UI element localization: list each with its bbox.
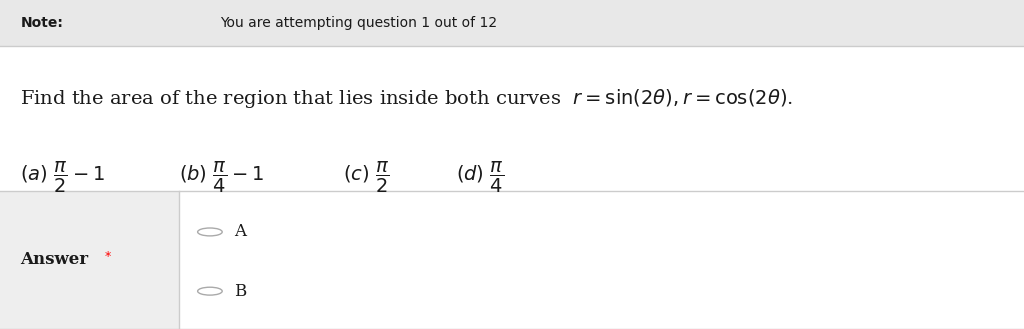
Text: A: A xyxy=(234,223,247,240)
Circle shape xyxy=(198,287,222,295)
Text: *: * xyxy=(104,250,111,263)
Text: Note:: Note: xyxy=(20,16,63,30)
Text: $(a)\ \dfrac{\pi}{2}-1$: $(a)\ \dfrac{\pi}{2}-1$ xyxy=(20,160,105,195)
Text: $(d)\ \dfrac{\pi}{4}$: $(d)\ \dfrac{\pi}{4}$ xyxy=(456,160,504,195)
Circle shape xyxy=(198,228,222,236)
Text: Find the area of the region that lies inside both curves  $r=\sin(2\theta),r=\co: Find the area of the region that lies in… xyxy=(20,87,794,110)
Text: B: B xyxy=(234,283,247,300)
FancyBboxPatch shape xyxy=(0,191,179,329)
FancyBboxPatch shape xyxy=(0,0,1024,46)
Text: $(b)\ \dfrac{\pi}{4}-1$: $(b)\ \dfrac{\pi}{4}-1$ xyxy=(179,160,264,195)
Text: You are attempting question 1 out of 12: You are attempting question 1 out of 12 xyxy=(220,16,498,30)
Text: $(c)\ \dfrac{\pi}{2}$: $(c)\ \dfrac{\pi}{2}$ xyxy=(343,160,390,195)
Text: Answer: Answer xyxy=(20,251,89,268)
